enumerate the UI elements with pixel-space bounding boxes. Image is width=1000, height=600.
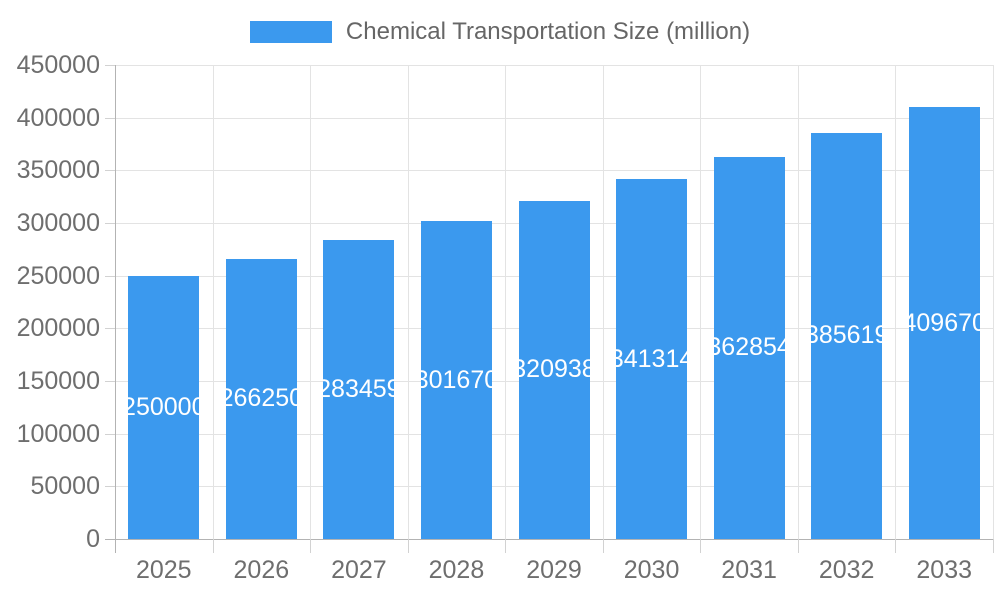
x-axis-tick [407, 539, 409, 553]
bar-2026[interactable]: 266250 [225, 258, 297, 539]
bar-value-label: 301670 [420, 365, 492, 394]
bar-value-label: 320938 [518, 355, 590, 384]
y-axis-label: 0 [86, 525, 100, 553]
y-axis-tick [105, 328, 115, 330]
y-axis-label: 150000 [16, 367, 100, 395]
y-axis-tick [105, 486, 115, 488]
x-axis-tick [212, 539, 214, 553]
y-axis-label: 200000 [16, 314, 100, 343]
bar-2030[interactable]: 341314 [616, 179, 688, 539]
y-axis-tick [105, 275, 115, 277]
gridline-vertical [895, 65, 897, 539]
y-axis-tick [105, 117, 115, 119]
bar-2031[interactable]: 362854 [713, 156, 785, 539]
gridline-vertical [407, 65, 409, 539]
bar-value-label: 266250 [225, 384, 297, 413]
x-axis-tick [797, 539, 799, 553]
bar-value-label: 409670 [908, 308, 980, 337]
bar-2028[interactable]: 301670 [420, 221, 492, 539]
gridline-horizontal [115, 65, 993, 66]
gridline-horizontal [115, 117, 993, 119]
x-axis-label: 2025 [135, 556, 192, 584]
x-axis-tick [505, 539, 507, 553]
y-axis-tick [105, 381, 115, 382]
x-axis-tick [993, 539, 994, 553]
gridline-vertical [505, 65, 507, 539]
gridline-vertical [993, 65, 994, 539]
y-axis-label: 300000 [16, 209, 100, 237]
gridline-vertical [700, 65, 702, 539]
x-axis-tick [115, 539, 116, 553]
x-axis-label: 2030 [623, 556, 680, 584]
x-axis-tick [310, 539, 312, 553]
legend-label: Chemical Transportation Size (million) [345, 18, 751, 45]
x-axis-line [115, 539, 993, 540]
bar-value-label: 283459 [323, 375, 395, 404]
x-axis-tick [700, 539, 702, 553]
y-axis-label: 100000 [16, 419, 100, 448]
legend-swatch-icon [249, 21, 332, 43]
y-axis-label: 250000 [16, 261, 100, 290]
gridline-vertical [602, 65, 604, 539]
y-axis-tick [105, 223, 115, 224]
legend-item[interactable]: Chemical Transportation Size (million) [0, 18, 1000, 45]
gridline-vertical [797, 65, 799, 539]
bar-2029[interactable]: 320938 [518, 200, 590, 539]
x-axis-label: 2026 [233, 556, 290, 584]
y-axis-tick [105, 65, 115, 66]
x-axis-label: 2027 [331, 556, 387, 584]
bar-value-label: 385619 [811, 321, 883, 350]
y-axis-label: 400000 [16, 103, 100, 132]
bar-value-label: 341314 [616, 344, 688, 373]
gridline-vertical [310, 65, 312, 539]
x-axis-label: 2031 [721, 556, 777, 584]
bar-2032[interactable]: 385619 [811, 132, 883, 539]
gridline-vertical [212, 65, 214, 539]
x-axis-label: 2029 [526, 556, 582, 584]
x-axis-tick [602, 539, 604, 553]
bar-2025[interactable]: 250000 [128, 275, 200, 539]
x-axis-label: 2032 [818, 556, 875, 584]
y-axis-tick [105, 539, 115, 540]
x-axis-tick [895, 539, 897, 553]
bar-2033[interactable]: 409670 [908, 107, 980, 539]
bar-2027[interactable]: 283459 [323, 240, 395, 539]
y-axis-label: 450000 [16, 51, 100, 79]
y-axis-label: 350000 [16, 156, 100, 185]
x-axis-label: 2028 [428, 556, 485, 584]
bar-value-label: 250000 [128, 392, 200, 421]
y-axis-label: 50000 [30, 472, 100, 501]
bar-value-label: 362854 [713, 333, 785, 362]
gridline-horizontal [115, 170, 993, 172]
y-axis-line [115, 65, 116, 539]
y-axis-tick [105, 170, 115, 172]
y-axis-tick [105, 433, 115, 435]
x-axis-label: 2033 [916, 556, 973, 584]
